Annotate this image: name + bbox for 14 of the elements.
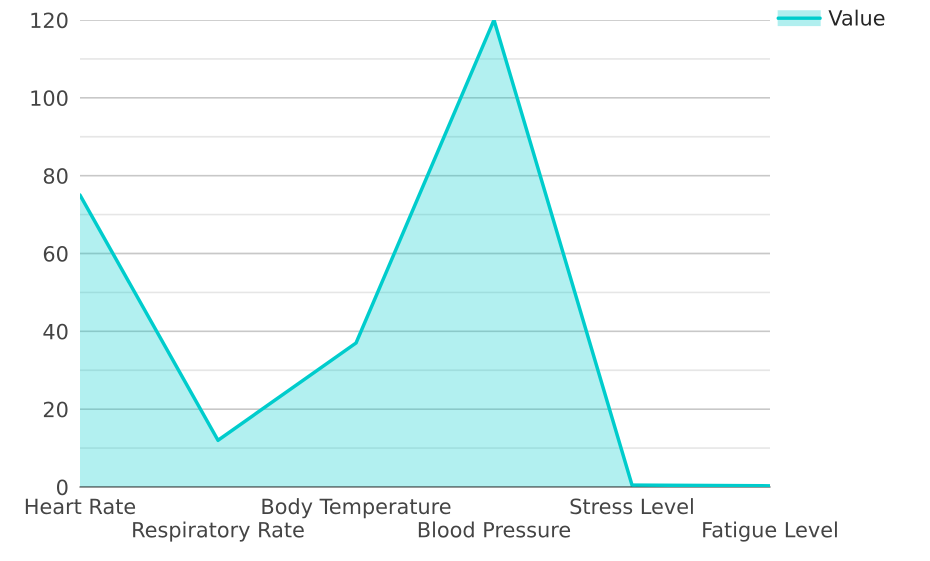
x-tick-label: Body Temperature xyxy=(262,498,450,518)
y-tick-label: 40 xyxy=(43,324,68,340)
x-tick-label: Blood Pressure xyxy=(418,521,570,538)
y-tick-label: 60 xyxy=(44,246,68,262)
x-tick-label: Heart Rate xyxy=(26,498,136,514)
x-tick-label: Stress Level xyxy=(570,498,693,514)
y-tick-label: 20 xyxy=(44,402,68,418)
x-tick-label: Fatigue Level xyxy=(703,521,837,542)
legend-label: Value xyxy=(828,10,884,26)
y-tick-label: 120 xyxy=(31,12,68,28)
y-tick-label: 80 xyxy=(44,168,68,184)
y-tick-label: 100 xyxy=(31,90,68,106)
y-tick-label: 0 xyxy=(57,479,68,496)
x-tick-label: Respiratory Rate xyxy=(133,521,304,542)
